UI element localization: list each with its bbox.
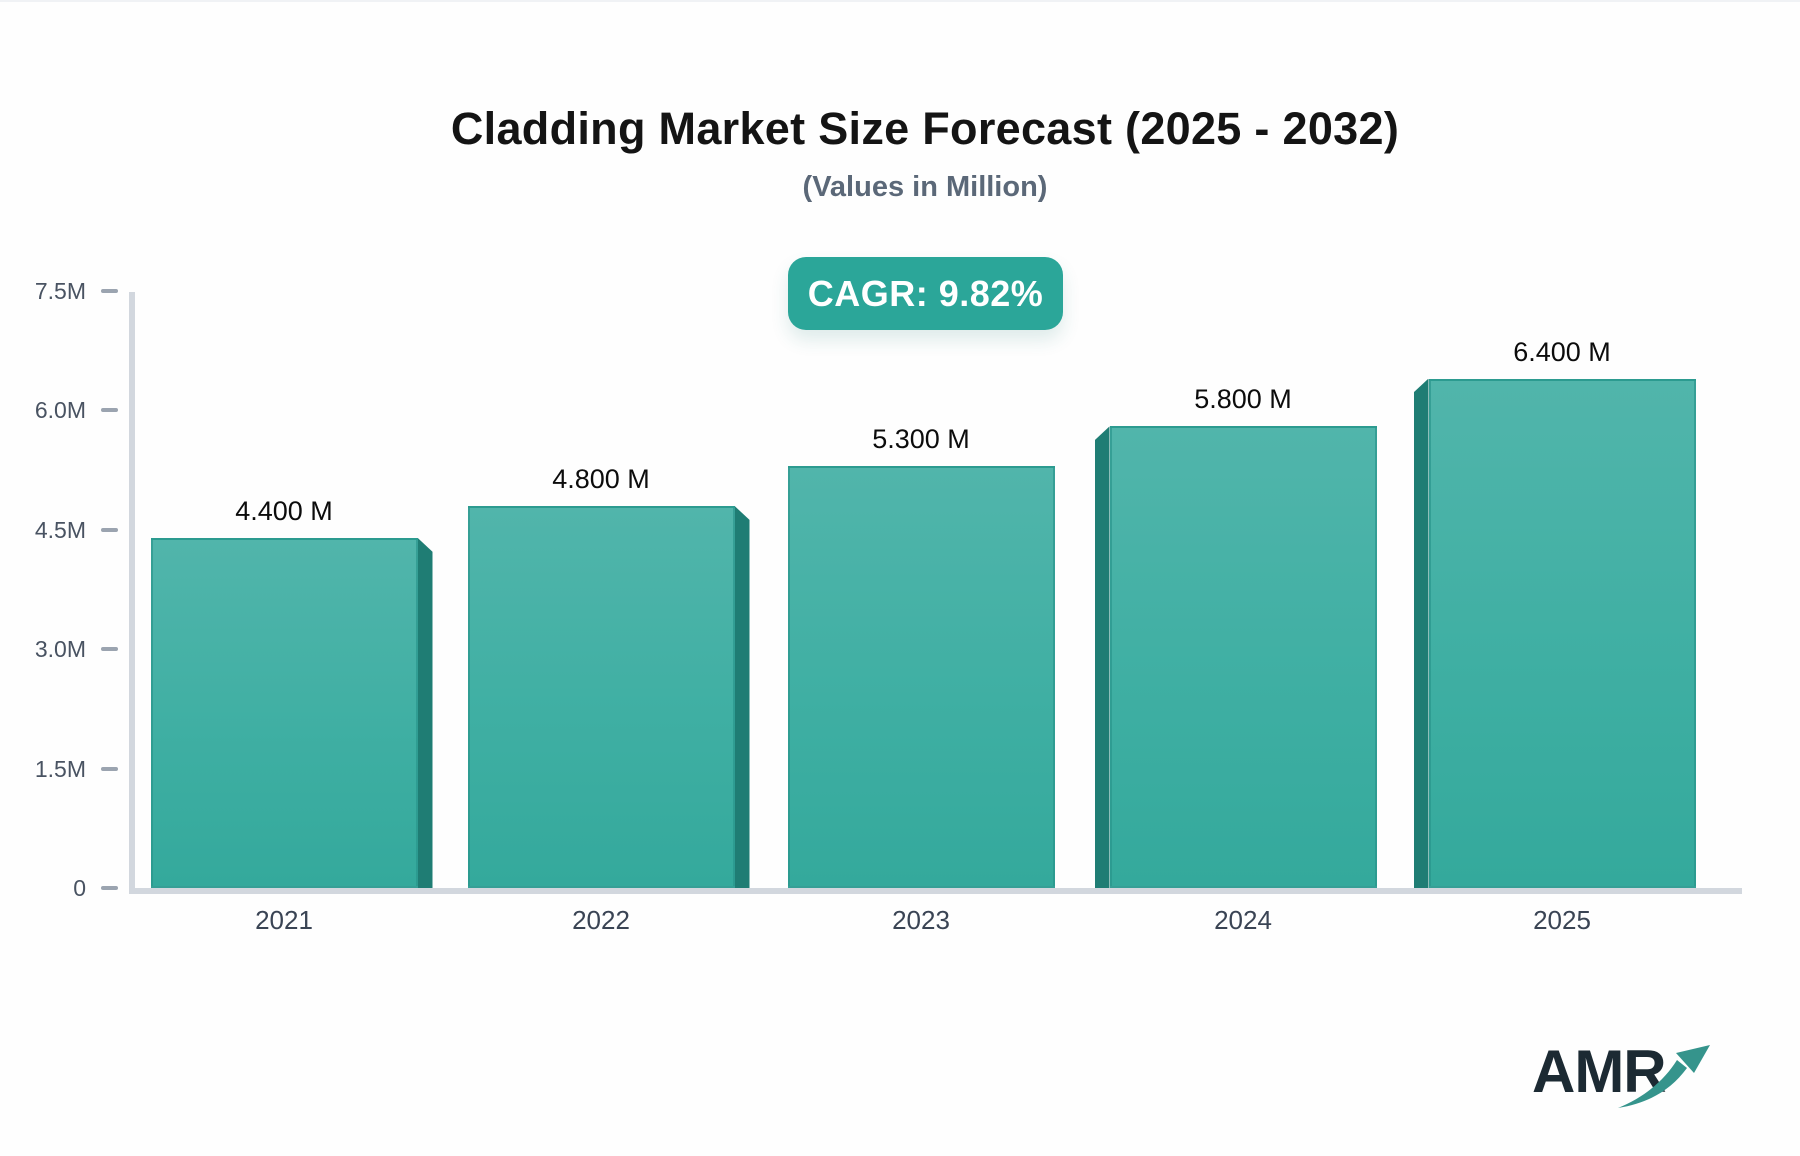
chart-header: Cladding Market Size Forecast (2025 - 20… [50,102,1800,204]
y-tick-label: 0 [73,875,86,901]
x-axis-label-2024: 2024 [1214,905,1272,935]
bar-3d-side-2022 [734,505,750,888]
x-axis-label-2025: 2025 [1533,905,1591,935]
x-axis-line [129,888,1742,894]
cagr-badge: CAGR: 9.82% [788,257,1063,330]
bar-3d-side-2024 [1094,426,1110,888]
x-axis-label-2023: 2023 [892,905,950,935]
bar-value-label-2021: 4.400 M [235,495,333,526]
bar-value-label-2023: 5.300 M [872,424,970,455]
growth-arrow-icon [1618,1045,1710,1108]
amr-logo-text: AMR [1532,1038,1667,1105]
bar-2022 [467,505,735,888]
y-tick-label: 3.0M [34,636,86,663]
y-tick-label: 1.5M [34,755,86,782]
cagr-badge-label: CAGR: 9.82% [807,272,1044,314]
bar-3d-side-2021 [417,537,433,888]
y-tick-mark [101,886,118,890]
y-tick-mark [101,647,118,652]
y-tick-mark [101,289,118,293]
bar-3d-side-2025 [1413,378,1429,888]
y-tick-label: 6.0M [34,397,86,424]
x-axis-label-2022: 2022 [572,905,630,935]
bar-2021 [150,537,418,888]
bar-value-label-2022: 4.800 M [552,463,650,494]
y-tick-mark [101,408,118,413]
x-axis-label-2021: 2021 [255,905,313,935]
chart-title: Cladding Market Size Forecast (2025 - 20… [450,103,1400,154]
y-tick-mark [101,527,118,532]
amr-logo: AMR [1532,1036,1732,1122]
y-tick-label: 7.5M [34,278,86,304]
bar-value-label-2025: 6.400 M [1513,336,1611,367]
chart-subtitle: (Values in Million) [802,171,1048,203]
y-axis-line [129,292,135,889]
y-tick-mark [101,766,118,771]
bar-value-label-2024: 5.800 M [1194,384,1292,415]
bar-2023 [787,466,1055,888]
y-tick-label: 4.5M [34,516,86,543]
bar-2025 [1428,378,1696,888]
bar-2024 [1109,426,1377,888]
